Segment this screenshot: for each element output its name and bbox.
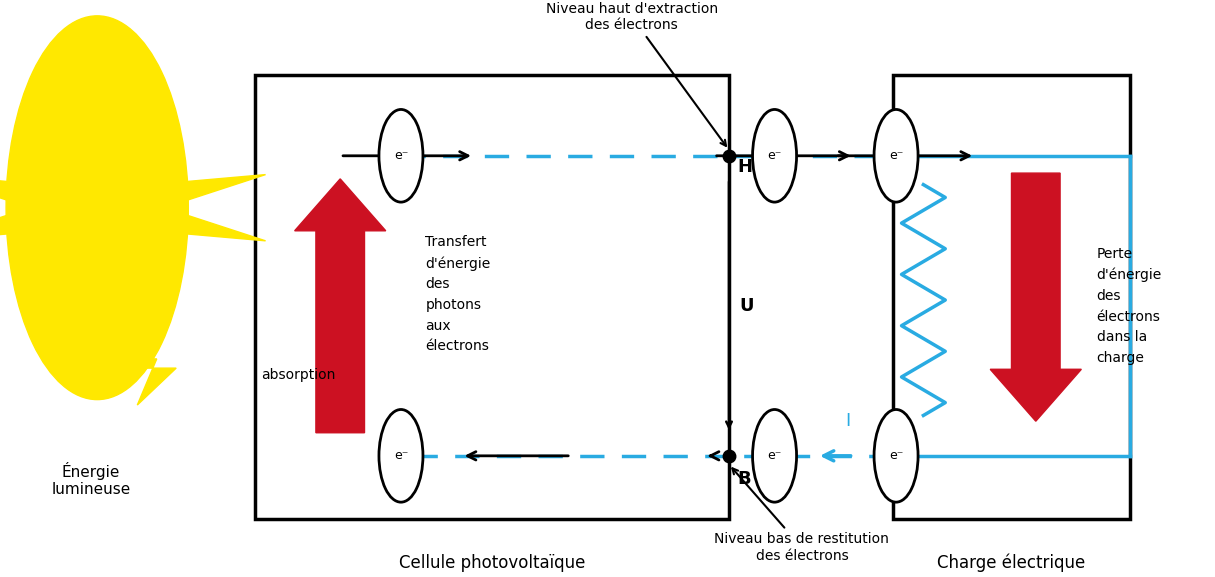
Text: Cellule photovoltaïque: Cellule photovoltaïque: [399, 554, 586, 572]
Text: Niveau bas de restitution
des électrons: Niveau bas de restitution des électrons: [714, 469, 889, 563]
Text: e⁻: e⁻: [768, 149, 781, 162]
Text: Charge électrique: Charge électrique: [937, 554, 1086, 572]
Polygon shape: [28, 243, 81, 288]
Polygon shape: [113, 243, 166, 288]
Text: Énergie
lumineuse: Énergie lumineuse: [51, 462, 131, 497]
Polygon shape: [171, 175, 266, 200]
Ellipse shape: [379, 110, 423, 202]
Text: Perte
d'énergie
des
électrons
dans la
charge: Perte d'énergie des électrons dans la ch…: [1097, 247, 1162, 365]
Text: Transfert
d'énergie
des
photons
aux
électrons: Transfert d'énergie des photons aux élec…: [425, 235, 491, 353]
Polygon shape: [28, 128, 81, 173]
Ellipse shape: [874, 110, 919, 202]
Polygon shape: [0, 215, 23, 241]
Text: e⁻: e⁻: [889, 149, 903, 162]
Text: e⁻: e⁻: [889, 449, 903, 462]
Text: Niveau haut d'extraction
des électrons: Niveau haut d'extraction des électrons: [546, 2, 727, 146]
Ellipse shape: [752, 410, 797, 502]
Bar: [255, 75, 729, 519]
Polygon shape: [0, 175, 23, 200]
Polygon shape: [171, 215, 266, 241]
Ellipse shape: [752, 110, 797, 202]
Polygon shape: [128, 322, 176, 405]
Text: H: H: [738, 158, 752, 176]
Text: I: I: [844, 412, 850, 430]
Text: B: B: [738, 470, 751, 488]
Text: e⁻: e⁻: [768, 449, 781, 462]
Text: absorption: absorption: [261, 368, 335, 382]
Text: e⁻: e⁻: [394, 149, 408, 162]
Text: e⁻: e⁻: [394, 449, 408, 462]
Ellipse shape: [874, 410, 919, 502]
Bar: [893, 75, 1130, 519]
FancyArrow shape: [295, 179, 386, 433]
Ellipse shape: [6, 16, 188, 400]
Text: U: U: [739, 297, 753, 315]
Ellipse shape: [379, 410, 423, 502]
FancyArrow shape: [990, 173, 1081, 421]
Polygon shape: [113, 128, 166, 173]
